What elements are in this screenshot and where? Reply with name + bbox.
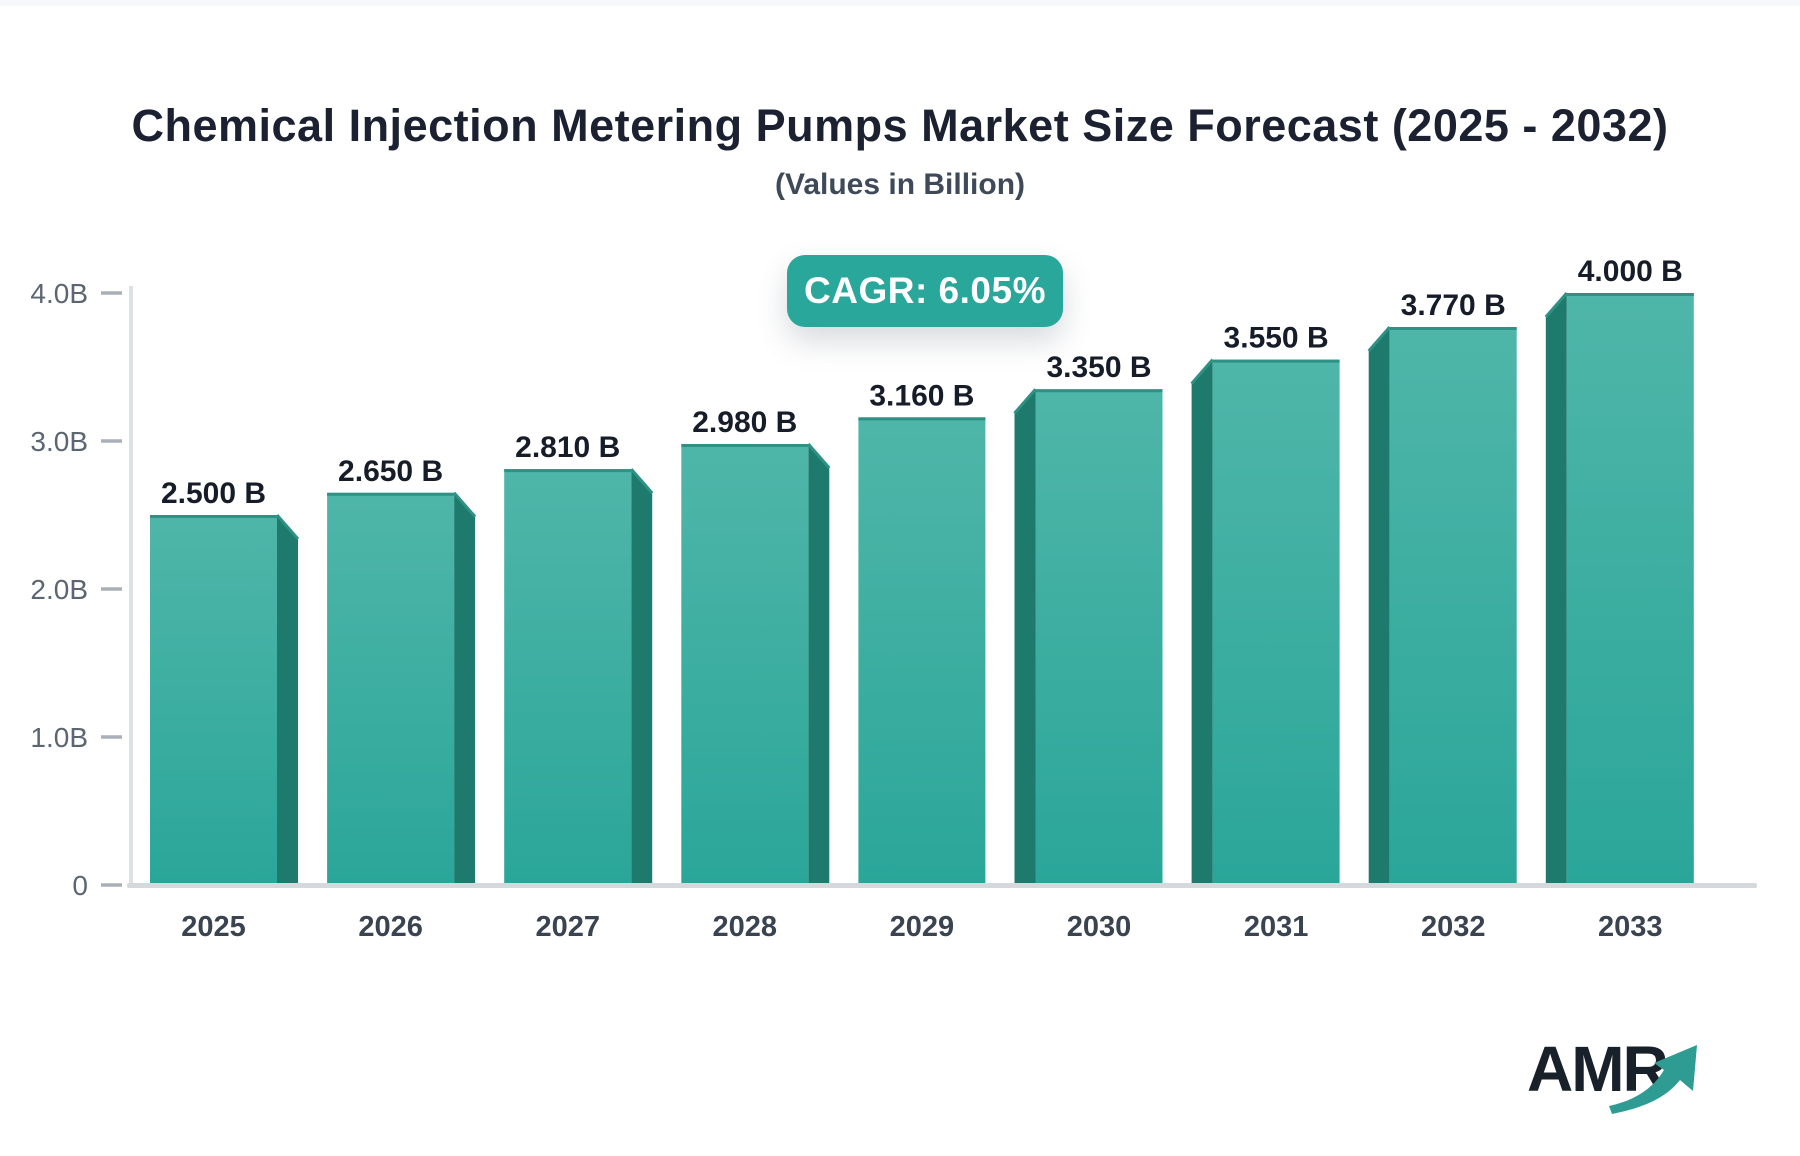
bar-face (1389, 327, 1517, 885)
bar-bevel-edge (807, 442, 831, 469)
bar-side-face (631, 469, 653, 885)
x-tick-label: 2027 (535, 911, 600, 943)
bar-face (327, 492, 455, 885)
bar-face (504, 469, 632, 885)
bar-face (858, 417, 986, 885)
x-tick-label: 2026 (358, 911, 423, 943)
bar-side-face (277, 515, 298, 885)
x-tick-label: 2030 (1067, 911, 1132, 943)
bar-group: 2.810 B 2027 (504, 431, 654, 943)
page-title: Chemical Injection Metering Pumps Market… (131, 100, 1669, 151)
bar-value-label: 4.000 B (1578, 255, 1683, 288)
page-background-strip (0, 0, 1800, 6)
bar-bevel-edge (1367, 326, 1391, 353)
cagr-badge-label: CAGR: 6.05% (804, 270, 1046, 311)
bar-group: 3.160 B 2029 (858, 379, 986, 943)
bar-side-face (808, 443, 830, 885)
y-axis-line (129, 286, 133, 887)
bar-bevel-edge (275, 514, 300, 540)
x-tick-label: 2025 (181, 911, 246, 943)
x-tick-label: 2028 (713, 911, 778, 943)
bar-side-face (1191, 359, 1213, 886)
bar-side-face (1368, 327, 1390, 885)
bar-face (1035, 389, 1163, 885)
cagr-badge: CAGR: 6.05% (787, 255, 1063, 327)
bar-value-label: 2.500 B (161, 477, 266, 510)
bar-group: 3.350 B 2030 (1013, 351, 1163, 943)
bar-face (150, 515, 277, 885)
bar-value-label: 2.810 B (515, 431, 620, 464)
bar-group: 3.550 B 2031 (1190, 322, 1340, 943)
bar-face (1566, 293, 1694, 885)
bar-bevel-edge (1544, 292, 1568, 318)
growth-arrow-icon (1609, 1045, 1697, 1114)
bar-bevel-edge (1190, 358, 1214, 385)
bar-side-face (1545, 293, 1567, 885)
bar-group: 3.770 B 2032 (1367, 289, 1517, 943)
y-tick-label: 4.0B (30, 278, 88, 309)
bar-value-label: 2.650 B (338, 455, 443, 488)
bar-value-label: 2.980 B (692, 406, 797, 439)
bar-bevel-edge (1013, 388, 1037, 415)
bar-face (1212, 359, 1340, 886)
bar-value-label: 3.350 B (1046, 351, 1151, 384)
page-subtitle: (Values in Billion) (774, 168, 1026, 201)
x-tick-label: 2032 (1421, 911, 1486, 943)
bar-group: 2.650 B 2026 (327, 455, 477, 943)
x-axis-baseline (127, 883, 1757, 888)
bar-bevel-edge (452, 491, 477, 518)
x-tick-label: 2029 (890, 911, 955, 943)
bar-side-face (454, 492, 476, 885)
x-tick-label: 2031 (1244, 911, 1309, 943)
bar-bevel-edge (630, 468, 654, 495)
bar-side-face (1014, 389, 1036, 885)
x-tick-label: 2033 (1598, 911, 1663, 943)
amr-logo: AMR (1527, 1032, 1727, 1122)
y-tick-label: 2.0B (30, 574, 88, 605)
bar-face (681, 443, 809, 885)
bar-group: 2.500 B 2025 (150, 477, 300, 943)
y-tick-label: 1.0B (30, 722, 88, 753)
bar-group: 2.980 B 2028 (681, 406, 831, 943)
bar-value-label: 3.160 B (869, 379, 974, 412)
bar-value-label: 3.770 B (1401, 289, 1506, 322)
y-tick-label: 3.0B (30, 426, 88, 457)
bar-value-label: 3.550 B (1224, 322, 1329, 355)
y-tick-label: 0 (72, 870, 88, 901)
bar-group: 4.000 B 2033 (1544, 255, 1694, 943)
